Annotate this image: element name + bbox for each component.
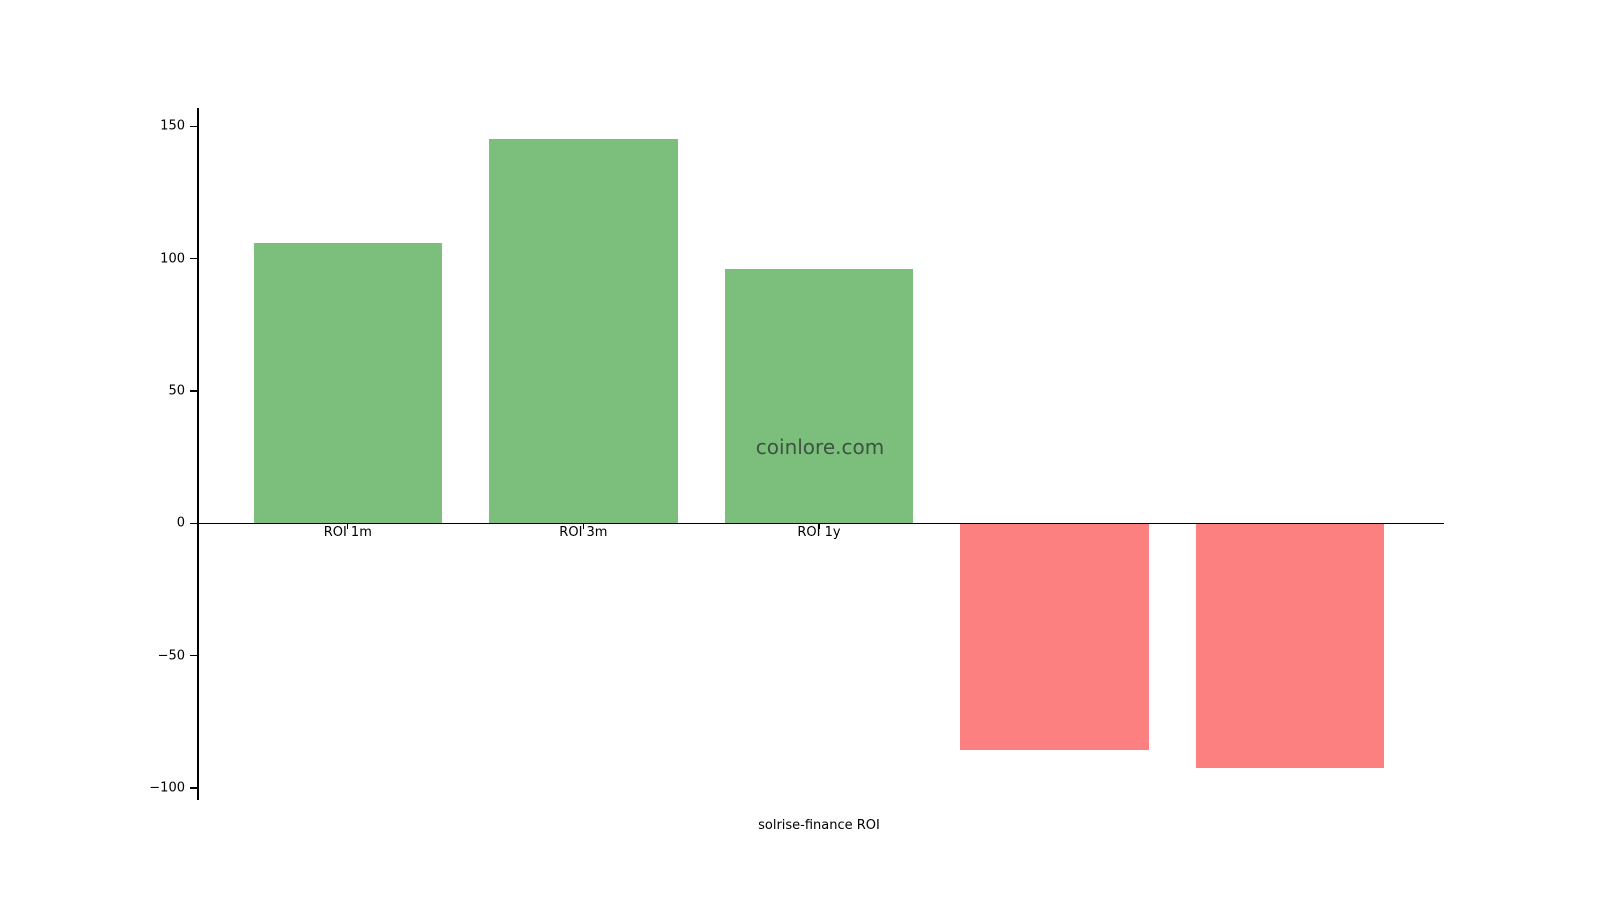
x-axis-title: solrise-finance ROI [758, 818, 880, 833]
x-tick [582, 523, 585, 530]
bar-roi-1m [253, 242, 443, 524]
bar-n4 [1195, 523, 1385, 768]
bar-roi-3m [489, 139, 678, 524]
y-tick [190, 787, 197, 789]
bar-roi-1y [724, 269, 914, 524]
bar-n3 [960, 523, 1149, 751]
x-tick-label: ROI 3m [559, 524, 608, 540]
y-tick [190, 654, 197, 657]
y-axis-spine [197, 108, 199, 800]
x-tick [347, 523, 349, 530]
y-tick [190, 390, 197, 392]
y-tick [190, 522, 197, 524]
x-tick [818, 523, 820, 530]
y-tick-label: −50 [157, 648, 185, 664]
y-tick-label: 100 [160, 251, 185, 267]
y-tick [190, 258, 197, 260]
y-tick [190, 125, 197, 128]
x-tick-label: ROI 1m [323, 524, 372, 540]
y-tick-label: 0 [176, 515, 185, 531]
x-axis-line [197, 522, 1444, 525]
y-tick-label: 150 [160, 118, 185, 134]
watermark-text: coinlore.com [755, 435, 885, 459]
y-tick-label: −100 [149, 780, 185, 796]
x-tick-label: ROI 1y [797, 524, 841, 540]
y-tick-label: 50 [168, 383, 185, 399]
